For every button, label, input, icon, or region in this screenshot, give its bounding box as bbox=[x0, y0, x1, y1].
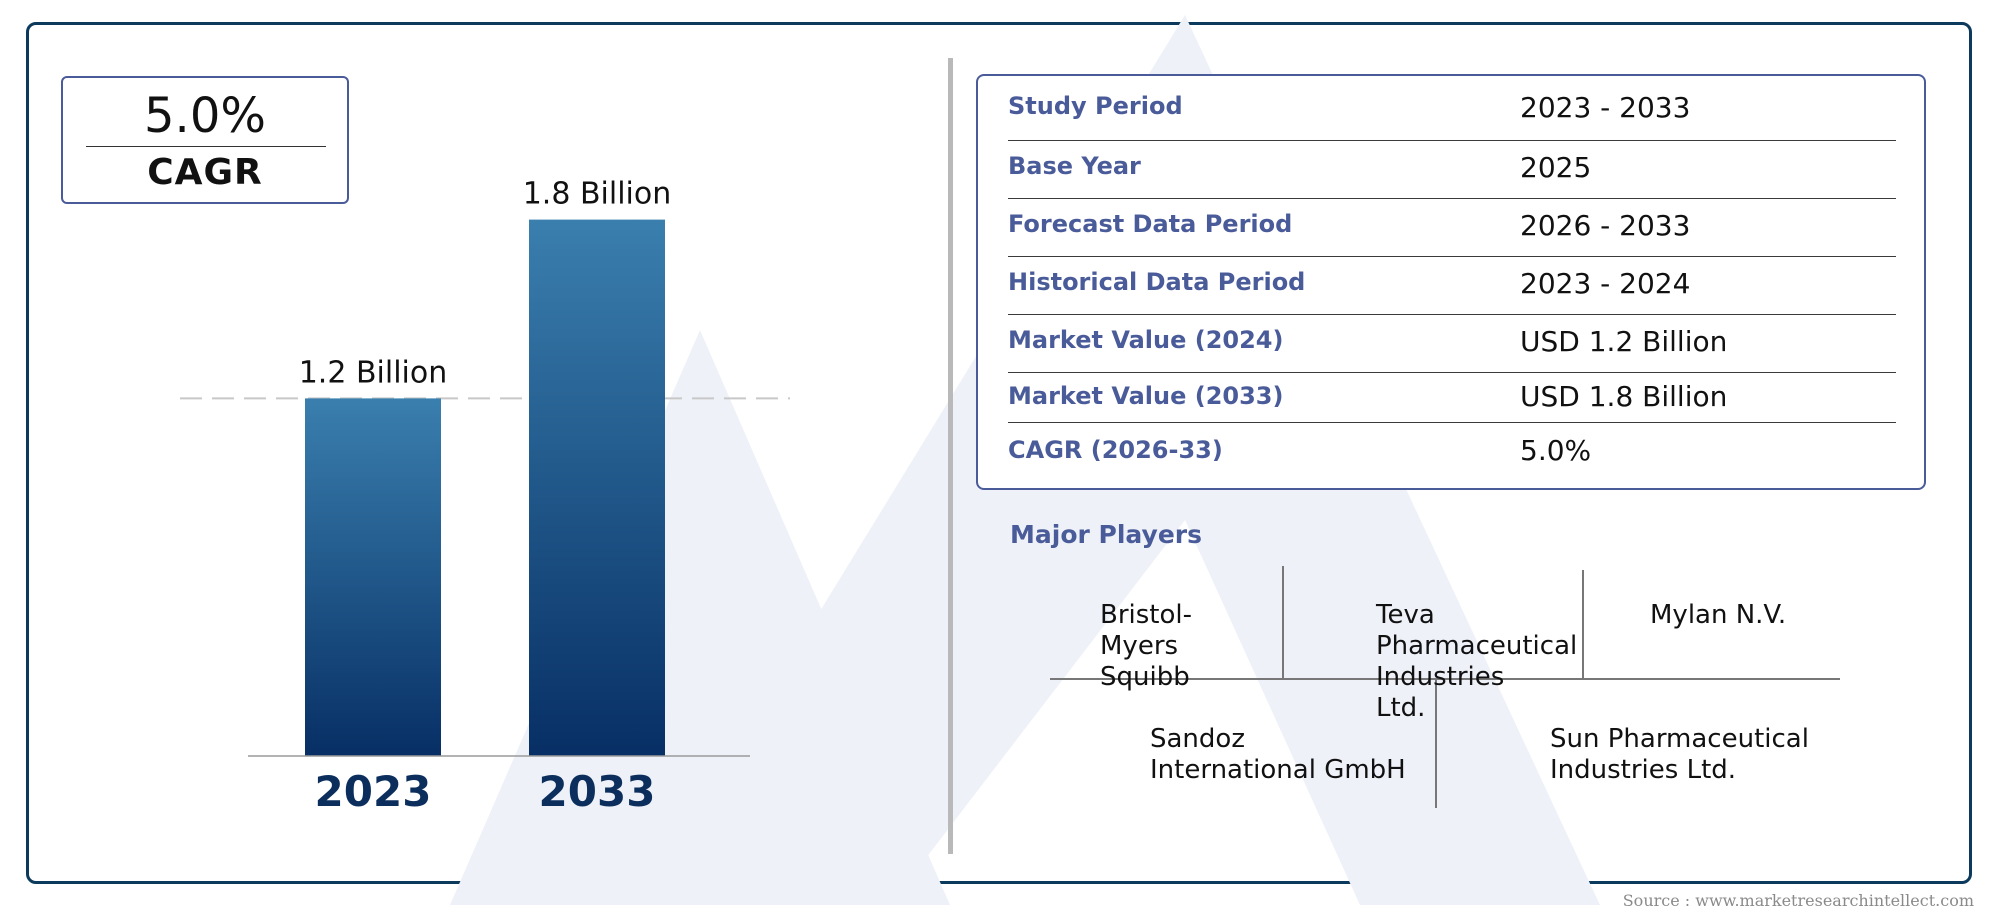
info-row-study-period: Study Period 2023 - 2033 bbox=[1008, 76, 1896, 141]
info-row-historical-period: Historical Data Period 2023 - 2024 bbox=[1008, 256, 1896, 315]
players-grid-line bbox=[1050, 678, 1840, 680]
info-label: Historical Data Period bbox=[1008, 268, 1306, 296]
info-value: 5.0% bbox=[1520, 434, 1592, 467]
info-row-base-year: Base Year 2025 bbox=[1008, 140, 1896, 199]
cagr-divider bbox=[86, 146, 326, 147]
players-grid-line bbox=[1435, 680, 1437, 808]
cagr-label: CAGR bbox=[147, 152, 263, 193]
info-label: Base Year bbox=[1008, 152, 1141, 180]
player-bristol-myers-squibb: Bristol-Myers Squibb bbox=[1100, 600, 1193, 692]
info-label: Market Value (2024) bbox=[1008, 326, 1284, 354]
info-value: 2026 - 2033 bbox=[1520, 209, 1691, 242]
cagr-box: 5.0% CAGR bbox=[61, 76, 349, 204]
bar-2023 bbox=[305, 398, 441, 756]
info-value: 2023 - 2033 bbox=[1520, 91, 1691, 124]
players-grid-line bbox=[1282, 566, 1284, 678]
info-value: USD 1.2 Billion bbox=[1520, 325, 1728, 358]
major-players-title: Major Players bbox=[1010, 520, 1202, 549]
info-row-forecast-period: Forecast Data Period 2026 - 2033 bbox=[1008, 198, 1896, 257]
info-value: USD 1.8 Billion bbox=[1520, 380, 1728, 413]
player-mylan: Mylan N.V. bbox=[1650, 600, 1787, 630]
player-teva: Teva Pharmaceutical Industries Ltd. bbox=[1376, 600, 1578, 723]
info-label: Study Period bbox=[1008, 92, 1183, 120]
bar-chart: 1.2 Billion 2023 1.8 Billion 2033 bbox=[180, 177, 790, 816]
info-row-cagr: CAGR (2026-33) 5.0% bbox=[1008, 422, 1896, 482]
cagr-value: 5.0% bbox=[144, 88, 266, 144]
vertical-divider bbox=[948, 58, 953, 854]
bar-2033 bbox=[529, 219, 665, 757]
info-row-market-value-2024: Market Value (2024) USD 1.2 Billion bbox=[1008, 314, 1896, 373]
info-table: Study Period 2023 - 2033 Base Year 2025 … bbox=[976, 74, 1926, 490]
category-label: 2033 bbox=[539, 767, 656, 816]
bar-value-label: 1.8 Billion bbox=[523, 177, 672, 212]
info-label: CAGR (2026-33) bbox=[1008, 436, 1223, 464]
info-value: 2023 - 2024 bbox=[1520, 267, 1691, 300]
info-row-market-value-2033: Market Value (2033) USD 1.8 Billion bbox=[1008, 372, 1896, 423]
info-value: 2025 bbox=[1520, 151, 1592, 184]
player-sandoz: Sandoz International GmbH bbox=[1150, 724, 1406, 785]
bar-value-label: 1.2 Billion bbox=[299, 355, 448, 390]
source-text: Source : www.marketresearchintellect.com bbox=[1622, 891, 1974, 910]
category-label: 2023 bbox=[315, 767, 432, 816]
info-label: Forecast Data Period bbox=[1008, 210, 1293, 238]
players-grid-line bbox=[1582, 570, 1584, 678]
player-sun-pharma: Sun Pharmaceutical Industries Ltd. bbox=[1550, 724, 1809, 785]
info-label: Market Value (2033) bbox=[1008, 382, 1284, 410]
